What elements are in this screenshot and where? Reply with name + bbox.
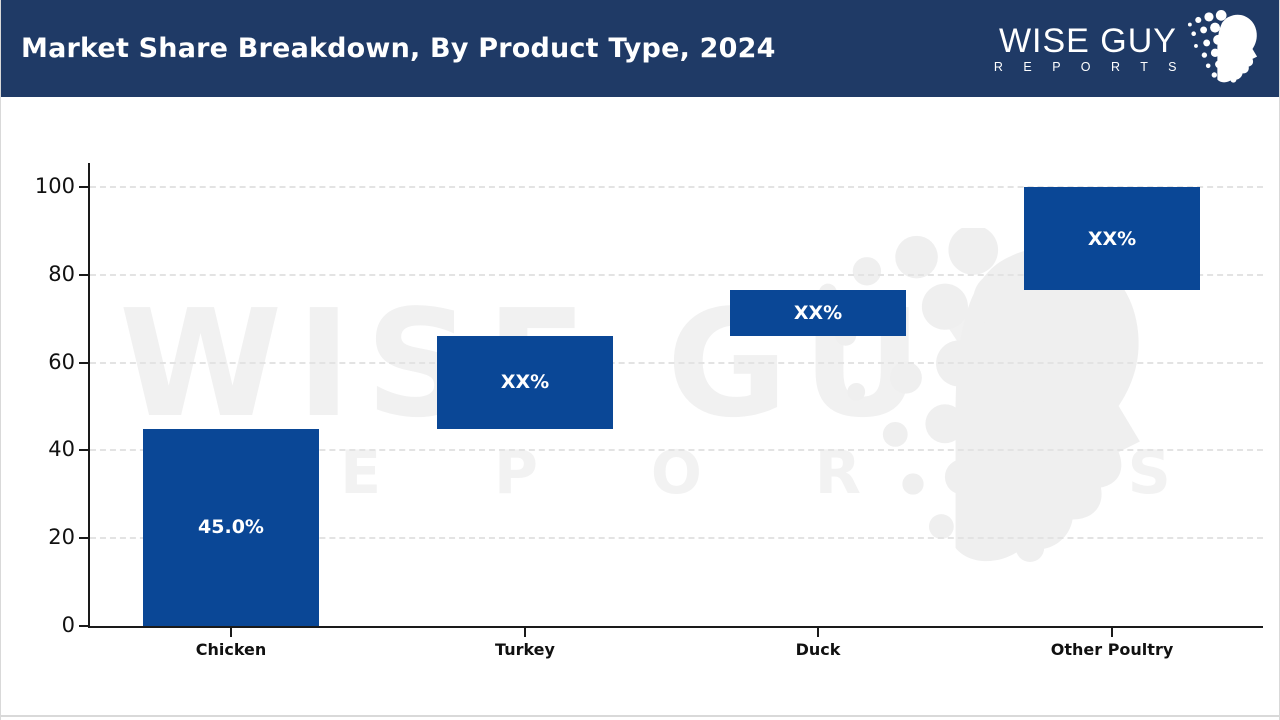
y-axis-line xyxy=(88,163,90,628)
x-tick-mark xyxy=(817,628,819,637)
gridline xyxy=(90,449,1263,452)
y-tick-mark xyxy=(79,273,88,276)
x-axis-line xyxy=(88,626,1263,628)
gridline xyxy=(90,361,1263,364)
x-tick-mark xyxy=(230,628,232,637)
y-tick-label: 20 xyxy=(48,525,75,550)
bar-value-label: 45.0% xyxy=(198,516,264,539)
y-tick-label: 80 xyxy=(48,261,75,286)
y-tick-label: 100 xyxy=(34,174,75,199)
y-tick-label: 0 xyxy=(61,613,75,637)
logo-wordmark: WISE GUY xyxy=(998,21,1177,60)
gridline xyxy=(90,186,1263,189)
x-tick-mark xyxy=(1111,628,1113,637)
bar-turkey: XX% xyxy=(437,336,613,429)
logo-subtitle: R E P O R T S xyxy=(993,59,1185,74)
logo-text: WISE GUY R E P O R T S xyxy=(994,24,1177,74)
y-tick-mark xyxy=(79,186,88,189)
y-tick-label: 40 xyxy=(48,437,75,462)
y-tick-mark xyxy=(79,449,88,452)
page-title: Market Share Breakdown, By Product Type,… xyxy=(21,33,776,64)
category-label: Duck xyxy=(795,640,841,659)
bar-chicken: 45.0% xyxy=(143,428,319,626)
bar-value-label: XX% xyxy=(1087,227,1137,250)
category-label: Other Poultry xyxy=(1050,640,1174,659)
gridline xyxy=(90,273,1263,276)
y-tick-mark xyxy=(79,537,88,540)
header: Market Share Breakdown, By Product Type,… xyxy=(1,0,1279,97)
gridline xyxy=(90,537,1263,540)
bar-other-poultry: XX% xyxy=(1024,187,1200,291)
category-label: Turkey xyxy=(495,640,555,659)
brand-logo: WISE GUY R E P O R T S xyxy=(994,7,1267,91)
y-tick-mark xyxy=(79,361,88,364)
y-tick-label: 60 xyxy=(48,349,75,374)
logo-face-icon xyxy=(1183,7,1267,91)
bar-value-label: XX% xyxy=(500,371,550,394)
waterfall-chart: 0 20 40 60 80 100 45.0% Chicken XX% Turkey XX% Duck… xyxy=(35,163,1263,659)
bar-duck: XX% xyxy=(730,290,906,337)
category-label: Chicken xyxy=(195,640,267,659)
x-tick-mark xyxy=(524,628,526,637)
y-tick-mark xyxy=(79,625,88,627)
bar-value-label: XX% xyxy=(793,302,843,325)
